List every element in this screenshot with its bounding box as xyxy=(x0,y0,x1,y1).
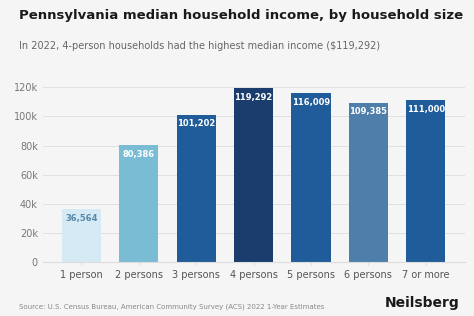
Text: 109,385: 109,385 xyxy=(349,107,387,117)
Bar xyxy=(234,88,273,262)
Bar xyxy=(349,103,388,262)
Text: 36,564: 36,564 xyxy=(65,214,98,223)
Bar xyxy=(406,100,446,262)
Text: 119,292: 119,292 xyxy=(235,93,273,102)
Text: 111,000: 111,000 xyxy=(407,105,445,114)
Bar xyxy=(177,115,216,262)
Bar xyxy=(62,209,101,262)
Text: Source: U.S. Census Bureau, American Community Survey (ACS) 2022 1-Year Estimate: Source: U.S. Census Bureau, American Com… xyxy=(19,303,324,310)
Bar xyxy=(119,145,158,262)
Text: 80,386: 80,386 xyxy=(123,150,155,159)
Bar xyxy=(292,93,330,262)
Text: Pennsylvania median household income, by household size: Pennsylvania median household income, by… xyxy=(19,9,463,22)
Text: 116,009: 116,009 xyxy=(292,98,330,107)
Text: 101,202: 101,202 xyxy=(177,119,215,128)
Text: In 2022, 4-person households had the highest median income ($119,292): In 2022, 4-person households had the hig… xyxy=(19,41,380,51)
Text: Neilsberg: Neilsberg xyxy=(385,296,460,310)
